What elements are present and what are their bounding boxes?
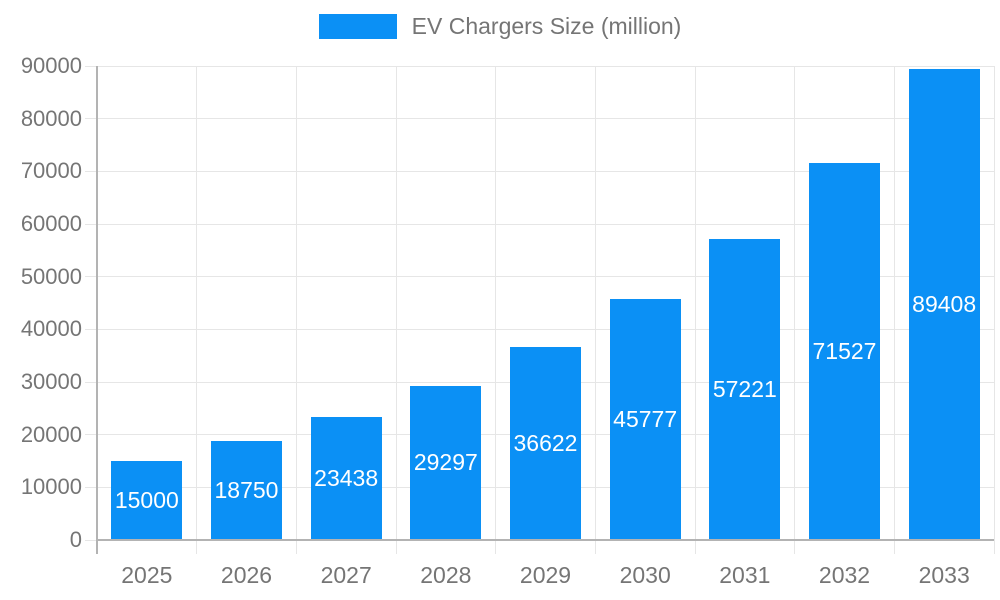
legend-label: EV Chargers Size (million) — [411, 13, 682, 39]
x-axis-tick-label: 2030 — [619, 562, 671, 588]
y-tick-mark — [85, 223, 97, 225]
grid-line-vertical — [395, 66, 397, 554]
x-axis-tick-label: 2029 — [519, 562, 572, 588]
x-axis-tick-label: 2028 — [420, 562, 472, 588]
grid-line-vertical — [993, 66, 995, 554]
bar-value-label: 45777 — [613, 405, 678, 432]
y-tick-mark — [85, 276, 97, 278]
x-axis-line — [97, 539, 994, 541]
y-axis-tick-label: 30000 — [20, 369, 82, 394]
y-tick-mark — [85, 170, 97, 172]
grid-line-horizontal — [97, 170, 994, 172]
y-axis-tick-label: 90000 — [20, 53, 82, 78]
y-axis-tick-label: 50000 — [20, 263, 82, 289]
bar-2025: 15000 — [111, 461, 183, 540]
y-axis-tick-label: 0 — [69, 527, 82, 552]
grid-line-horizontal — [97, 328, 994, 330]
y-tick-mark — [85, 539, 97, 541]
y-axis-tick-label: 80000 — [20, 105, 82, 131]
y-tick-mark — [85, 381, 97, 383]
bar-value-label: 18750 — [214, 477, 279, 504]
grid-line-vertical — [794, 66, 796, 554]
bar-2028: 29297 — [410, 385, 482, 540]
bar-2030: 45777 — [609, 298, 681, 540]
grid-line-horizontal — [97, 276, 994, 278]
bar-value-label: 57221 — [712, 375, 777, 402]
grid-line-vertical — [694, 66, 696, 554]
y-tick-mark — [85, 486, 97, 488]
grid-line-vertical — [196, 66, 198, 554]
x-axis-tick-label: 2027 — [320, 562, 372, 588]
grid-line-vertical — [893, 66, 895, 554]
bar-2031: 57221 — [709, 238, 781, 540]
legend-swatch — [318, 14, 397, 39]
legend: EV Chargers Size (million) — [0, 14, 1000, 39]
bar-value-label: 29297 — [413, 449, 478, 476]
y-tick-mark — [85, 328, 97, 330]
bar-2026: 18750 — [211, 441, 282, 540]
bar-2033: 89408 — [908, 69, 980, 540]
y-tick-mark — [85, 65, 97, 67]
x-axis-tick-label: 2025 — [121, 562, 173, 588]
bar-value-label: 36622 — [513, 430, 578, 457]
grid-line-vertical — [495, 66, 497, 554]
grid-line-vertical — [594, 66, 596, 554]
bar-value-label: 89408 — [912, 291, 977, 318]
y-axis-line — [96, 66, 98, 554]
grid-line-horizontal — [97, 118, 994, 120]
bar-value-label: 71527 — [812, 338, 877, 365]
y-axis-tick-label: 40000 — [20, 316, 82, 342]
grid-line-vertical — [295, 66, 297, 554]
y-tick-mark — [85, 118, 97, 120]
x-axis-tick-label: 2033 — [918, 562, 970, 588]
x-axis-tick-label: 2026 — [220, 562, 273, 588]
x-axis-tick-label: 2031 — [719, 562, 771, 588]
grid-line-horizontal — [97, 65, 994, 67]
bar-value-label: 23438 — [314, 464, 379, 491]
bar-2029: 36622 — [510, 347, 581, 540]
y-tick-mark — [85, 434, 97, 436]
grid-line-horizontal — [97, 223, 994, 225]
bar-2027: 23438 — [310, 416, 382, 540]
bar-2032: 71527 — [809, 163, 880, 540]
y-axis-tick-label: 20000 — [20, 421, 82, 447]
y-axis-tick-label: 60000 — [20, 211, 82, 236]
bar-value-label: 15000 — [114, 487, 179, 513]
y-axis-tick-label: 70000 — [20, 158, 82, 184]
y-axis-tick-label: 10000 — [20, 474, 82, 500]
x-axis-tick-label: 2032 — [818, 562, 871, 588]
